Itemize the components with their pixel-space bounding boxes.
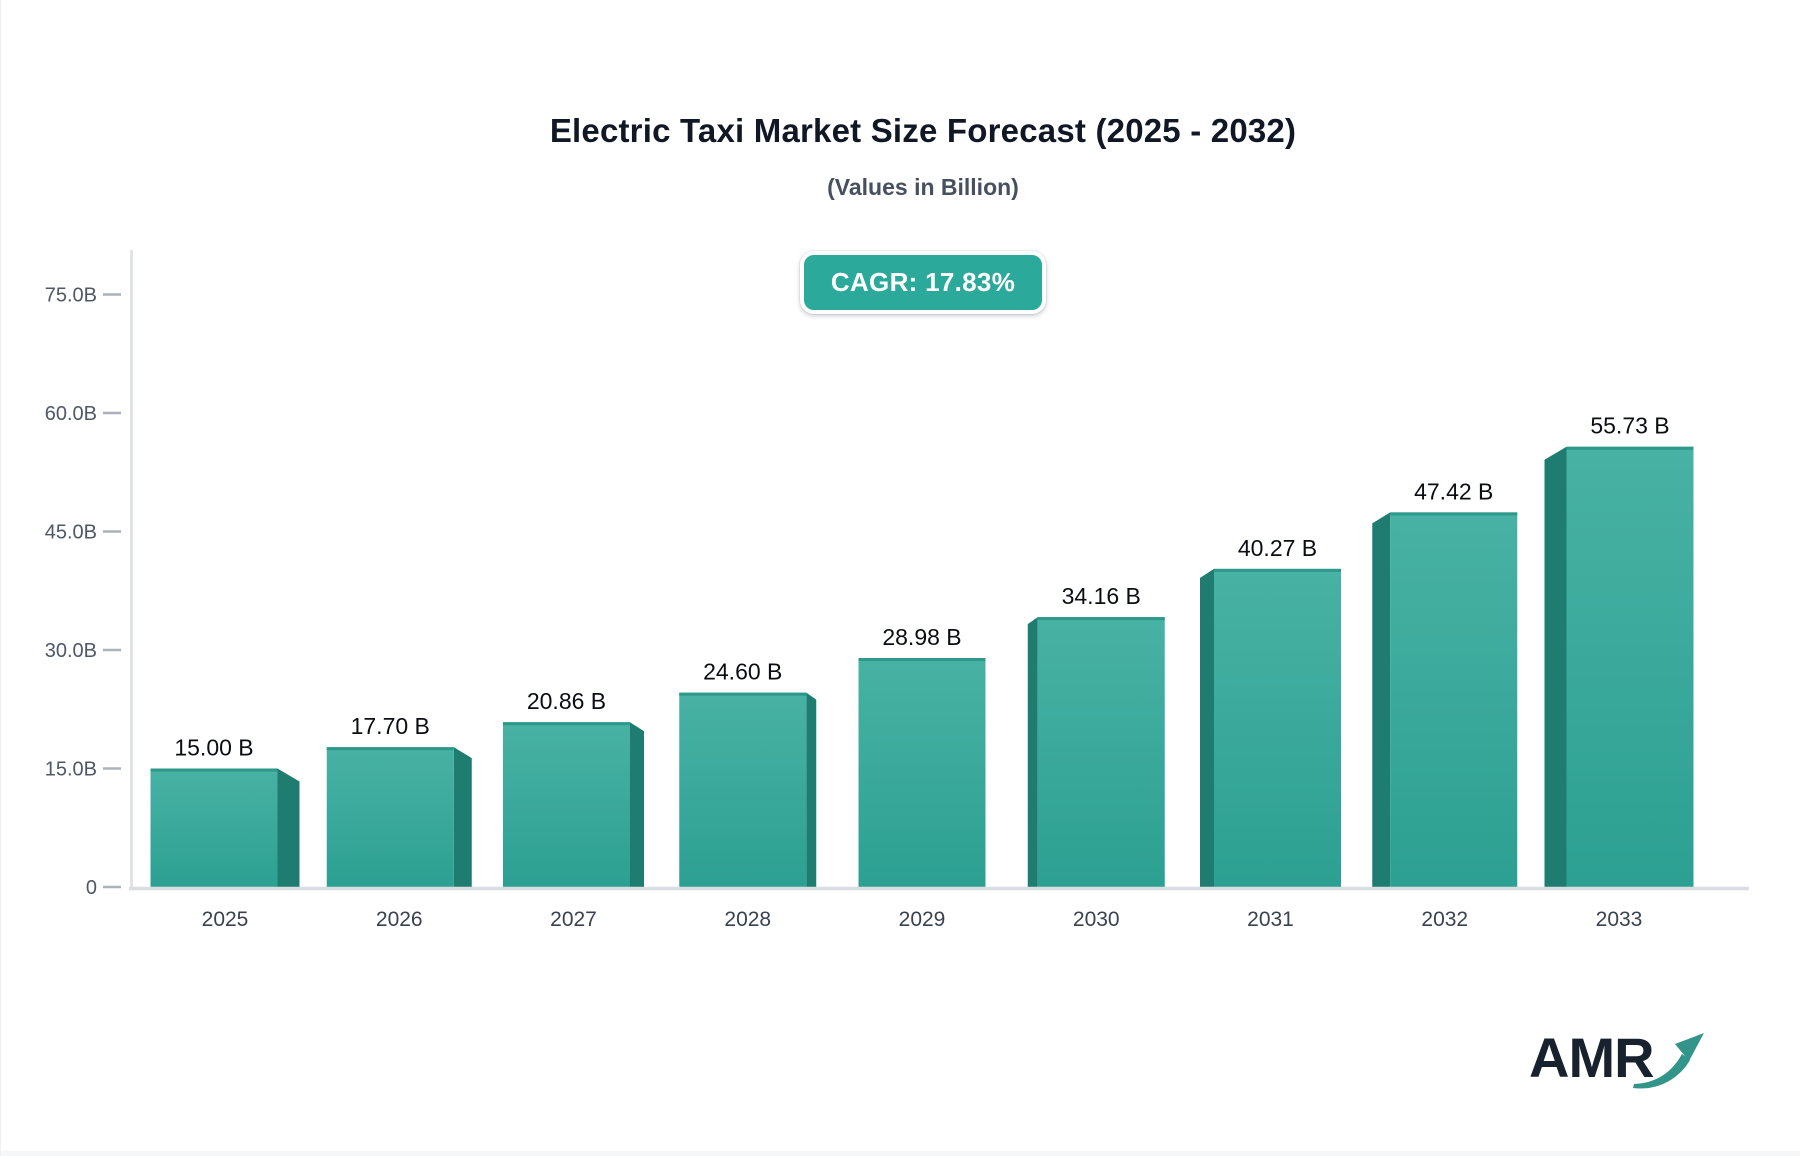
x-year-label: 2028 <box>724 908 771 931</box>
bar-group-2030: 34.16 B <box>1027 583 1165 887</box>
bar-group-2028: 24.60 B <box>679 659 817 887</box>
bar-side-face <box>277 768 300 887</box>
x-year-label: 2027 <box>550 908 597 931</box>
bar-value-label: 40.27 B <box>1238 535 1317 561</box>
bar-top-edge <box>858 658 986 662</box>
x-year-label: 2029 <box>899 908 946 931</box>
y-tick-label: 30.0B <box>45 640 97 662</box>
bar-group-2026: 17.70 B <box>326 713 472 887</box>
x-year-label: 2031 <box>1247 908 1294 931</box>
bar-value-label: 15.00 B <box>174 735 253 761</box>
bar-value-label: 28.98 B <box>882 624 961 650</box>
bar-top-edge <box>679 692 807 696</box>
bar-front-face <box>503 722 630 887</box>
chart-header: Electric Taxi Market Size Forecast (2025… <box>1 112 1800 314</box>
bar-group-2025: 15.00 B <box>150 735 300 887</box>
cagr-badge: CAGR: 17.83% <box>799 251 1047 314</box>
bar-value-label: 20.86 B <box>527 688 606 714</box>
bar-front-face <box>1566 446 1694 887</box>
y-tick-label: 45.0B <box>45 522 97 544</box>
bar-side-face <box>1372 512 1391 887</box>
bar-front-face <box>1037 617 1165 887</box>
bar-value-label: 55.73 B <box>1590 413 1669 439</box>
bar-top-edge <box>1566 446 1694 450</box>
bar-value-label: 24.60 B <box>703 659 782 685</box>
bar-top-edge <box>326 747 454 751</box>
bar-front-face <box>1390 512 1518 887</box>
bar-value-label: 17.70 B <box>351 713 430 739</box>
growth-arrow-icon <box>1632 1033 1704 1089</box>
bar-side-face <box>1200 568 1214 887</box>
x-year-label: 2033 <box>1596 908 1643 931</box>
amr-logo: AMR <box>1529 1030 1708 1092</box>
bar-value-label: 34.16 B <box>1062 583 1141 609</box>
bar-top-edge <box>1037 617 1165 621</box>
bar-front-face <box>858 658 986 887</box>
bar-front-face <box>326 747 454 887</box>
bar-group-2031: 40.27 B <box>1200 535 1341 887</box>
bar-side-face <box>1544 446 1567 887</box>
bar-front-face <box>150 768 278 887</box>
bar-group-2027: 20.86 B <box>503 688 644 887</box>
x-year-label: 2032 <box>1421 908 1468 931</box>
bar-top-edge <box>503 722 630 726</box>
bar-group-2032: 47.42 B <box>1372 478 1518 887</box>
chart-subtitle: (Values in Billion) <box>827 174 1019 200</box>
bar-group-2029: 28.98 B <box>858 624 986 887</box>
chart-title: Electric Taxi Market Size Forecast (2025… <box>549 112 1297 149</box>
window-bottom-edge <box>1 1151 1800 1156</box>
bar-side-face <box>630 722 644 887</box>
y-tick-label: 15.0B <box>45 759 97 781</box>
x-year-label: 2030 <box>1073 908 1120 931</box>
y-tick-label: 60.0B <box>45 403 97 425</box>
x-year-label: 2025 <box>202 908 249 931</box>
bar-top-edge <box>1390 512 1518 516</box>
bar-front-face <box>679 692 807 887</box>
bar-side-face <box>1027 617 1038 887</box>
bar-top-edge <box>150 768 278 772</box>
amr-logo-text: AMR <box>1529 1026 1655 1089</box>
bar-value-label: 47.42 B <box>1414 478 1493 504</box>
bar-top-edge <box>1214 568 1341 572</box>
bar-group-2033: 55.73 B <box>1544 413 1694 887</box>
bar-front-face <box>1214 568 1341 887</box>
y-tick-label: 0 <box>86 877 97 899</box>
y-tick-label: 75.0B <box>45 285 97 307</box>
bar-side-face <box>453 747 472 887</box>
bar-side-face <box>806 692 817 887</box>
x-year-label: 2026 <box>376 908 423 931</box>
